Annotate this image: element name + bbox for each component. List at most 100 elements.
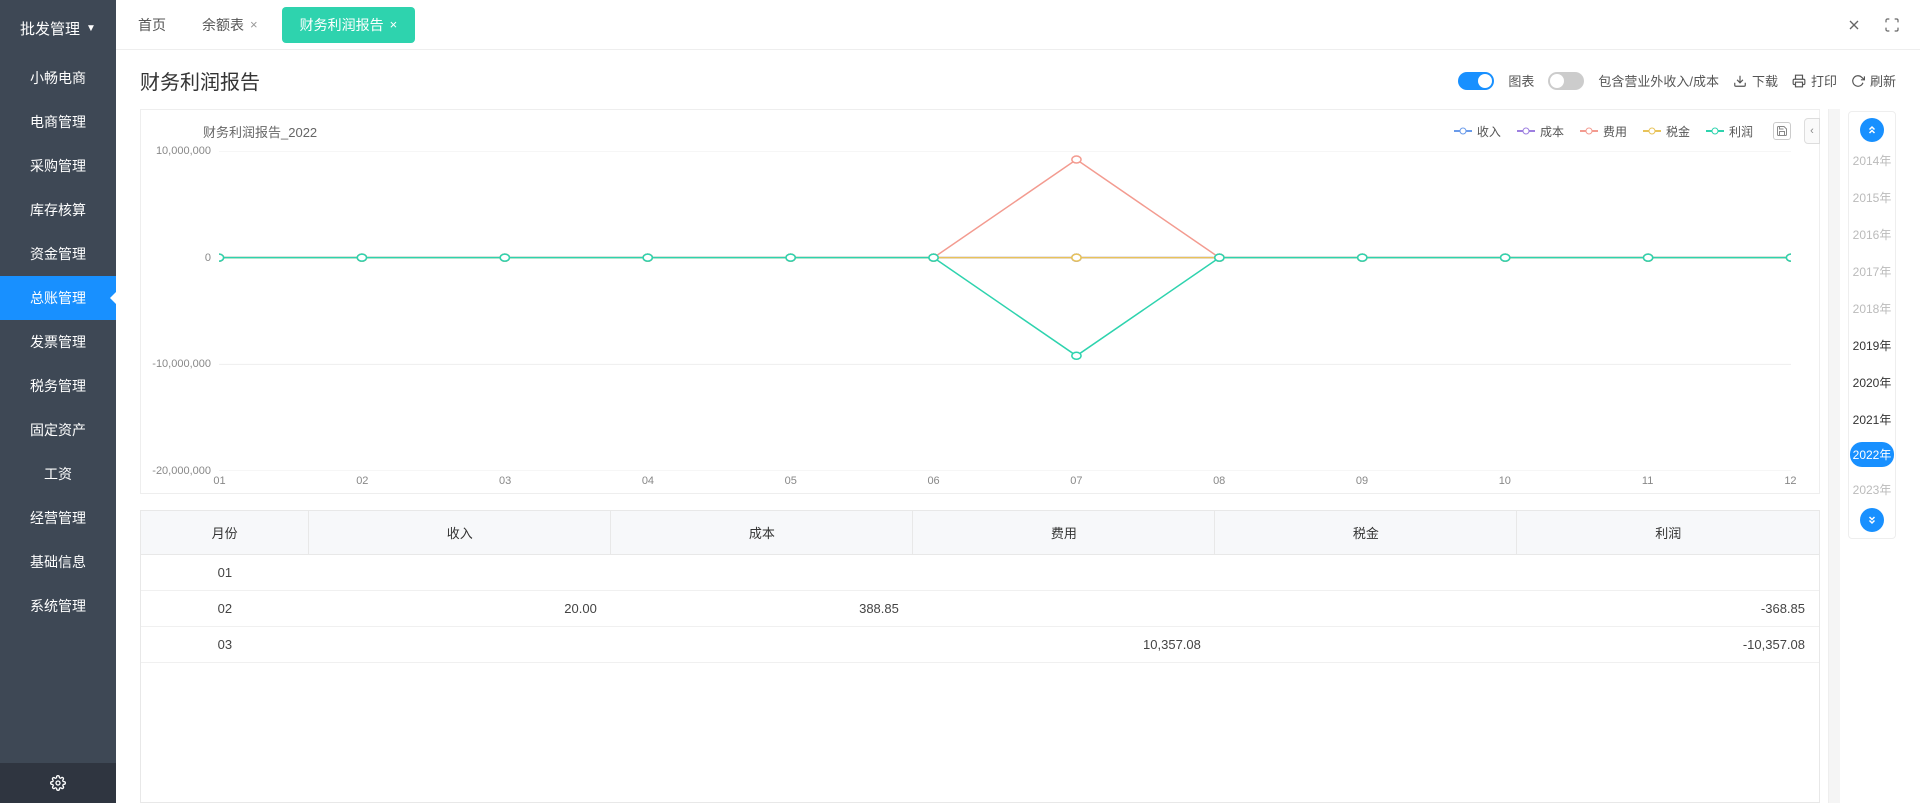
legend-label: 收入 — [1477, 123, 1501, 140]
tab-bar: 首页余额表× 财务利润报告 × — [116, 0, 1920, 50]
legend-label: 税金 — [1666, 123, 1690, 140]
chart-legend: 收入 成本 费用 税金 利润 — [1454, 122, 1791, 140]
legend-label: 成本 — [1540, 123, 1564, 140]
refresh-button[interactable]: 刷新 — [1851, 71, 1896, 90]
tab-close-icon[interactable]: × — [390, 17, 398, 32]
table-cell — [611, 627, 913, 663]
year-item-2021年[interactable]: 2021年 — [1850, 401, 1894, 438]
tab-1[interactable]: 余额表× — [184, 0, 276, 50]
sidebar-item-12[interactable]: 系统管理 — [0, 584, 116, 628]
chart-toggle[interactable] — [1458, 72, 1494, 90]
table-header-0: 月份 — [141, 511, 309, 555]
sidebar-item-6[interactable]: 发票管理 — [0, 320, 116, 364]
table-cell — [611, 555, 913, 591]
table-cell: 10,357.08 — [913, 627, 1215, 663]
x-axis-label — [1504, 475, 1505, 487]
table-cell: 02 — [141, 591, 309, 627]
table-row: 0220.00388.85 -368.85 — [141, 591, 1819, 627]
legend-label: 利润 — [1729, 123, 1753, 140]
tab-0[interactable]: 首页 — [120, 0, 184, 50]
sidebar-header[interactable]: 批发管理 ▼ — [0, 0, 116, 56]
table-cell: 388.85 — [611, 591, 913, 627]
scrollbar[interactable] — [1828, 109, 1840, 803]
year-down-button[interactable] — [1860, 508, 1884, 532]
tab-label: 财务利润报告 — [300, 15, 384, 35]
download-label: 下载 — [1752, 71, 1778, 90]
table-cell — [1215, 591, 1517, 627]
legend-swatch — [1580, 127, 1598, 135]
table-cell — [1215, 627, 1517, 663]
year-item-2016年: 2016年 — [1850, 216, 1894, 253]
table-cell: 01 — [141, 555, 309, 591]
chart-save-icon[interactable] — [1773, 122, 1791, 140]
chart-title: 财务利润报告_2022 — [203, 122, 317, 141]
data-table-wrap: 月份收入成本费用税金利润 010220.00388.85-368.850310,… — [140, 510, 1820, 803]
chart-expand-button[interactable]: ‹ — [1804, 118, 1820, 144]
table-header-2: 成本 — [611, 511, 913, 555]
table-cell — [913, 591, 1215, 627]
table-row: 01 — [141, 555, 1819, 591]
sidebar-item-8[interactable]: 固定资产 — [0, 408, 116, 452]
year-item-2022年[interactable]: 2022年 — [1850, 442, 1894, 467]
page-title: 财务利润报告 — [140, 66, 260, 95]
sidebar: 批发管理 ▼ 小畅电商电商管理采购管理库存核算资金管理总账管理发票管理税务管理固… — [0, 0, 116, 803]
legend-item-费用[interactable]: 费用 — [1580, 123, 1627, 140]
x-axis-label — [1647, 475, 1648, 487]
legend-item-税金[interactable]: 税金 — [1643, 123, 1690, 140]
table-header-4: 税金 — [1215, 511, 1517, 555]
chart-toggle-label: 图表 — [1508, 71, 1534, 90]
table-cell — [309, 555, 611, 591]
sidebar-item-1[interactable]: 电商管理 — [0, 100, 116, 144]
sidebar-item-2[interactable]: 采购管理 — [0, 144, 116, 188]
sidebar-item-10[interactable]: 经营管理 — [0, 496, 116, 540]
chart-plot: 10,000,0000-10,000,000-20,000,000 — [219, 151, 1791, 471]
sidebar-item-11[interactable]: 基础信息 — [0, 540, 116, 584]
y-axis-label: -10,000,000 — [152, 358, 211, 370]
table-cell: -368.85 — [1517, 591, 1819, 627]
legend-item-成本[interactable]: 成本 — [1517, 123, 1564, 140]
sidebar-item-3[interactable]: 库存核算 — [0, 188, 116, 232]
table-cell: 20.00 — [309, 591, 611, 627]
sidebar-item-0[interactable]: 小畅电商 — [0, 56, 116, 100]
sidebar-settings[interactable] — [0, 763, 116, 803]
table-cell — [913, 555, 1215, 591]
year-item-2015年: 2015年 — [1850, 179, 1894, 216]
chevron-down-icon: ▼ — [86, 23, 96, 34]
y-axis-label: 10,000,000 — [156, 145, 211, 157]
table-cell — [1215, 555, 1517, 591]
legend-swatch — [1517, 127, 1535, 135]
year-up-button[interactable] — [1860, 118, 1884, 142]
fullscreen-icon[interactable] — [1882, 15, 1902, 35]
print-button[interactable]: 打印 — [1792, 71, 1837, 90]
sidebar-item-9[interactable]: 工资 — [0, 452, 116, 496]
table-header-5: 利润 — [1517, 511, 1819, 555]
x-axis-label — [1362, 475, 1363, 487]
x-axis-label — [362, 475, 363, 487]
extra-toggle-label: 包含营业外收入/成本 — [1598, 71, 1719, 90]
year-item-2020年[interactable]: 2020年 — [1850, 364, 1894, 401]
y-axis-label: -20,000,000 — [152, 465, 211, 477]
tab-2[interactable]: 财务利润报告 × — [282, 7, 416, 43]
legend-swatch — [1706, 127, 1724, 135]
tab-close-icon[interactable]: × — [250, 17, 258, 32]
sidebar-item-5[interactable]: 总账管理 — [0, 276, 116, 320]
year-item-2023年: 2023年 — [1850, 471, 1894, 508]
extra-toggle[interactable] — [1548, 72, 1584, 90]
sidebar-item-4[interactable]: 资金管理 — [0, 232, 116, 276]
year-item-2019年[interactable]: 2019年 — [1850, 327, 1894, 364]
legend-item-利润[interactable]: 利润 — [1706, 123, 1753, 140]
sidebar-header-label: 批发管理 — [20, 18, 80, 39]
legend-item-收入[interactable]: 收入 — [1454, 123, 1501, 140]
print-label: 打印 — [1811, 71, 1837, 90]
download-icon — [1733, 74, 1747, 88]
legend-swatch — [1454, 127, 1472, 135]
tab-label: 首页 — [138, 15, 166, 35]
sidebar-item-7[interactable]: 税务管理 — [0, 364, 116, 408]
table-header-1: 收入 — [309, 511, 611, 555]
table-cell: -10,357.08 — [1517, 627, 1819, 663]
x-axis-label — [790, 475, 791, 487]
close-all-icon[interactable] — [1844, 15, 1864, 35]
legend-label: 费用 — [1603, 123, 1627, 140]
gear-icon — [50, 775, 66, 791]
download-button[interactable]: 下载 — [1733, 71, 1778, 90]
